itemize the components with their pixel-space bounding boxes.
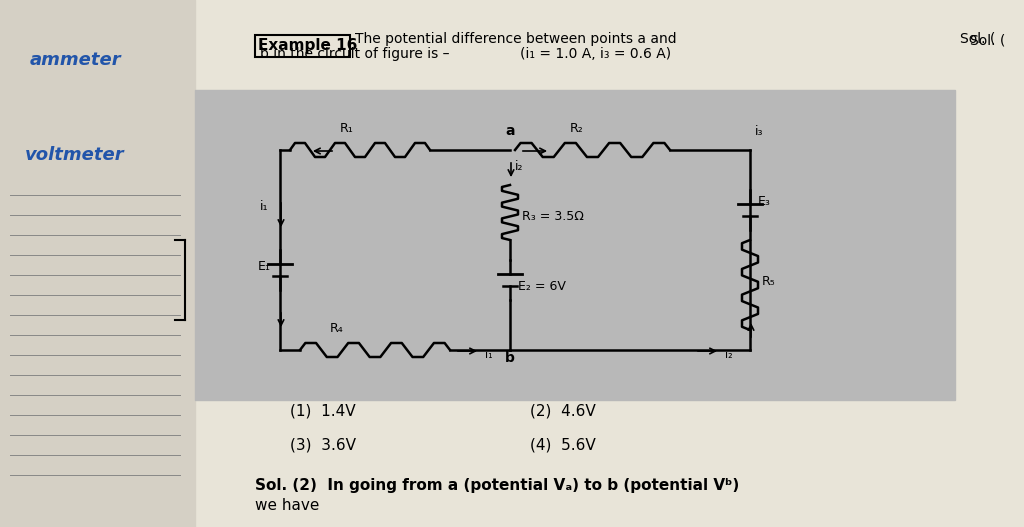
Text: Sol. (: Sol. (	[970, 34, 1006, 48]
Text: (2)  4.6V: (2) 4.6V	[530, 403, 596, 418]
Text: E₂ = 6V: E₂ = 6V	[518, 280, 566, 293]
Text: (i₁ = 1.0 A, i₃ = 0.6 A): (i₁ = 1.0 A, i₃ = 0.6 A)	[520, 47, 671, 61]
Text: b in the circuit of figure is –: b in the circuit of figure is –	[260, 47, 450, 61]
Text: i₁: i₁	[485, 350, 493, 360]
Bar	[195, 90, 955, 400]
Text: Example 16: Example 16	[258, 38, 357, 53]
Text: b: b	[505, 351, 515, 365]
Text: we have: we have	[255, 498, 319, 513]
Text: Sol. (: Sol. (	[961, 32, 995, 46]
Text: i₂: i₂	[515, 160, 523, 173]
Text: The potential difference between points a and: The potential difference between points …	[355, 32, 677, 46]
Text: i₂: i₂	[725, 350, 732, 360]
Text: Sol. (2)  In going from a (potential Vₐ) to b (potential Vᵇ): Sol. (2) In going from a (potential Vₐ) …	[255, 478, 739, 493]
Text: (1)  1.4V: (1) 1.4V	[290, 403, 355, 418]
Text: voltmeter: voltmeter	[25, 146, 125, 164]
Text: R₁: R₁	[340, 122, 353, 135]
Text: R₃ = 3.5Ω: R₃ = 3.5Ω	[522, 210, 584, 223]
Text: i₃: i₃	[755, 125, 764, 138]
Bar	[0, 0, 195, 527]
Text: a: a	[505, 124, 514, 138]
Text: R₄: R₄	[330, 322, 344, 335]
Text: E₁: E₁	[258, 260, 271, 273]
Text: R₂: R₂	[570, 122, 584, 135]
Text: i₁: i₁	[260, 200, 268, 213]
Text: (3)  3.6V: (3) 3.6V	[290, 438, 356, 453]
Text: E₃: E₃	[758, 195, 771, 208]
Text: ammeter: ammeter	[30, 51, 122, 69]
Bar	[255, 35, 350, 57]
Text: (4)  5.6V: (4) 5.6V	[530, 438, 596, 453]
Text: R₅: R₅	[762, 275, 776, 288]
